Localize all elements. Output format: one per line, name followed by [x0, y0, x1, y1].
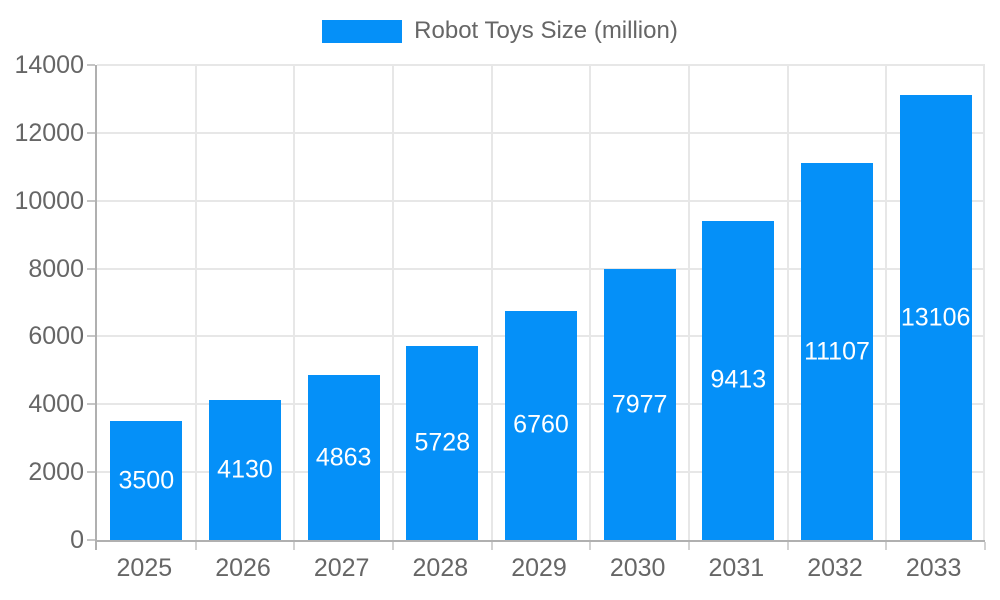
- vertical-gridline: [194, 65, 197, 540]
- horizontal-gridline: [97, 199, 985, 202]
- x-axis-tick-label: 2032: [807, 554, 863, 582]
- bar-value-label: 13106: [900, 303, 971, 332]
- y-axis-tick-label: 12000: [14, 118, 84, 147]
- x-axis-tick: [194, 542, 197, 550]
- y-axis-tick-label: 0: [70, 526, 84, 554]
- bar-2030[interactable]: 7977: [603, 269, 676, 540]
- bar-2029[interactable]: 6760: [504, 310, 577, 540]
- x-axis-tick: [687, 542, 690, 550]
- horizontal-gridline: [97, 131, 985, 134]
- y-axis-tick: [87, 199, 95, 202]
- x-axis-tick-label: 2033: [905, 554, 962, 582]
- bar-value-label: 5728: [414, 428, 471, 457]
- y-axis-tick-label: 2000: [28, 458, 84, 487]
- x-axis-tick-label: 2026: [215, 554, 271, 582]
- x-axis-tick-label: 2028: [412, 554, 469, 582]
- y-axis-tick: [87, 335, 95, 338]
- y-axis-tick-label: 8000: [28, 254, 84, 283]
- vertical-gridline: [983, 65, 985, 540]
- bar-value-label: 6760: [513, 410, 569, 439]
- y-axis-labels: 0 2000 4000 6000 8000 10000 12000 14000: [0, 53, 84, 553]
- x-axis-origin-tick: [95, 540, 97, 550]
- x-axis-tick-label: 2025: [116, 554, 173, 582]
- horizontal-gridline: [97, 267, 985, 270]
- legend-swatch-icon: [322, 19, 403, 43]
- y-axis-tick: [87, 131, 95, 134]
- bar-value-label: 3500: [118, 466, 175, 495]
- bar-value-label: 4130: [217, 455, 273, 484]
- vertical-gridline: [885, 65, 888, 540]
- x-axis-tick: [786, 542, 789, 550]
- bar-2031[interactable]: 9413: [702, 220, 775, 540]
- x-axis-tick: [293, 542, 296, 550]
- vertical-gridline: [687, 65, 690, 540]
- vertical-gridline: [391, 65, 394, 540]
- y-axis-tick: [87, 539, 95, 541]
- y-axis-tick-label: 6000: [28, 322, 84, 351]
- legend-label: Robot Toys Size (million): [414, 17, 678, 44]
- y-axis-tick-label: 14000: [14, 51, 84, 79]
- bar-value-label: 7977: [611, 390, 668, 419]
- bar-2026[interactable]: 4130: [208, 399, 281, 540]
- x-axis-labels: 2025 2026 2027 2028 2029 2030 2031 2032 2033: [95, 556, 983, 586]
- bar-value-label: 9413: [710, 365, 767, 394]
- x-axis-tick-label: 2030: [609, 554, 666, 582]
- bar-2032[interactable]: 11107: [800, 163, 873, 540]
- x-axis-tick-label: 2029: [511, 554, 567, 582]
- x-axis-tick: [984, 542, 986, 550]
- bar-value-label: 4863: [315, 443, 372, 471]
- x-axis-tick-label: 2031: [708, 554, 765, 582]
- bar-2025[interactable]: 3500: [110, 421, 183, 540]
- x-axis-tick: [490, 542, 493, 550]
- x-axis-tick-label: 2027: [313, 554, 370, 582]
- vertical-gridline: [293, 65, 296, 540]
- bar-value-label: 11107: [804, 337, 870, 366]
- vertical-gridline: [589, 65, 592, 540]
- x-axis-tick: [391, 542, 394, 550]
- y-axis-tick-label: 10000: [14, 186, 84, 215]
- y-axis-tick: [87, 403, 95, 406]
- y-axis-tick: [87, 471, 95, 474]
- y-axis-tick: [87, 267, 95, 270]
- horizontal-gridline: [97, 64, 985, 66]
- bar-2033[interactable]: 13106: [899, 95, 972, 540]
- y-axis-tick-label: 4000: [28, 390, 84, 419]
- vertical-gridline: [786, 65, 789, 540]
- plot-area: 3500 4130 4863 5728 6760 7977 9413 11107 13106: [87, 64, 986, 550]
- bar-2028[interactable]: 5728: [406, 345, 479, 540]
- vertical-gridline: [490, 65, 493, 540]
- legend[interactable]: Robot Toys Size (million): [0, 19, 1000, 43]
- y-axis-tick: [87, 64, 95, 66]
- bar-2027[interactable]: 4863: [307, 375, 380, 540]
- x-axis-tick: [885, 542, 888, 550]
- x-axis-tick: [589, 542, 592, 550]
